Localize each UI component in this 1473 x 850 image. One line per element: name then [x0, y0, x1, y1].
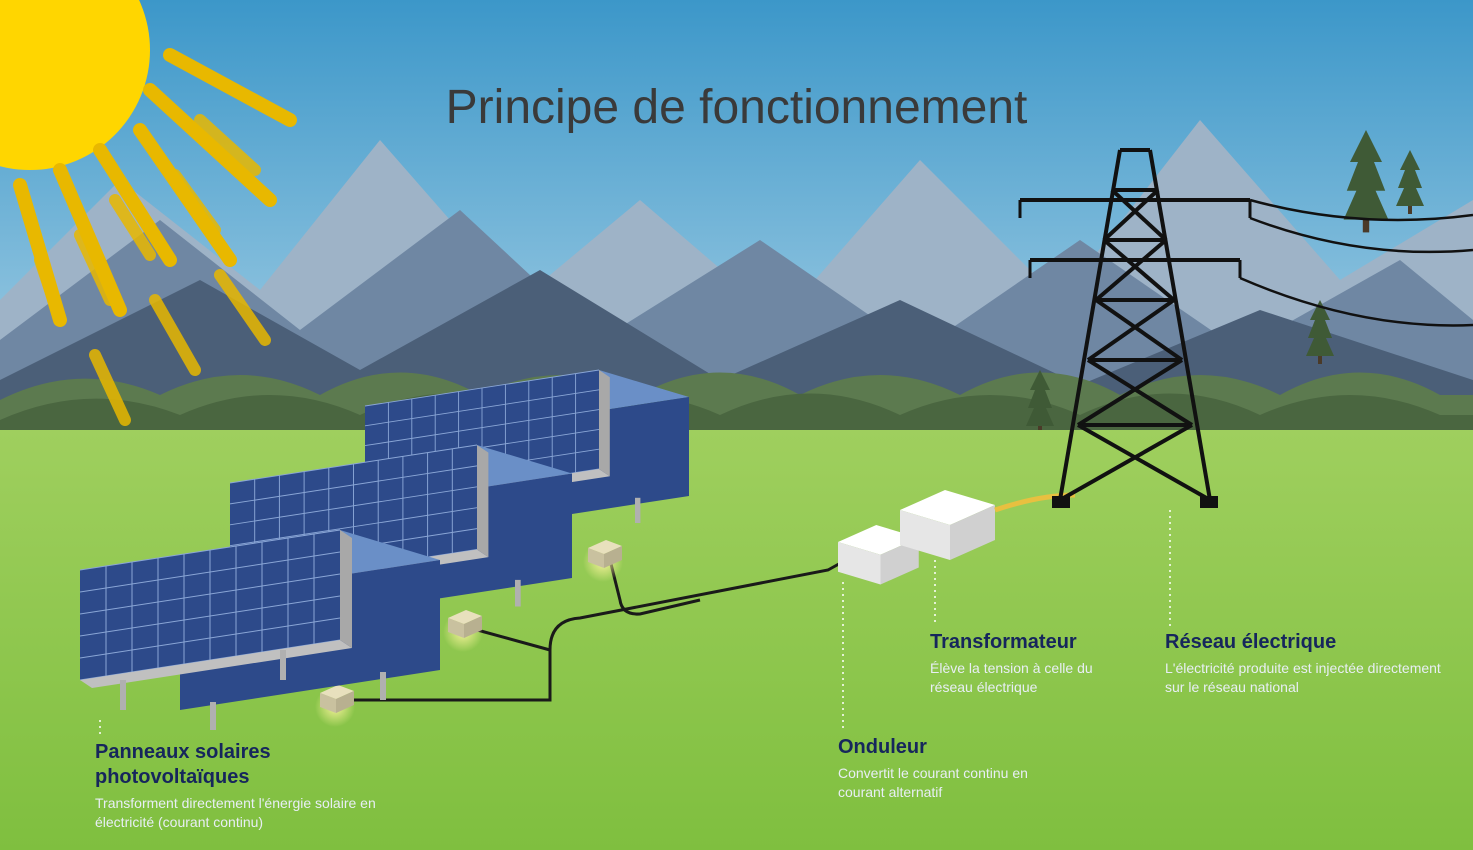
label-transformer-title: Transformateur — [930, 630, 1130, 655]
label-inverter-title: Onduleur — [838, 735, 1058, 760]
label-transformer: Transformateur Élève la tension à celle … — [930, 630, 1130, 697]
label-grid: Réseau électrique L'électricité produite… — [1165, 630, 1445, 697]
diagram-title: Principe de fonctionnement — [446, 80, 1028, 135]
label-inverter-desc: Convertit le courant continu en courant … — [838, 764, 1058, 802]
label-grid-title: Réseau électrique — [1165, 630, 1445, 655]
label-inverter: Onduleur Convertit le courant continu en… — [838, 735, 1058, 802]
infographic-stage: Principe de fonctionnement Panneaux sola… — [0, 0, 1473, 850]
label-grid-desc: L'électricité produite est injectée dire… — [1165, 659, 1445, 697]
label-panels-desc: Transforment directement l'énergie solai… — [95, 794, 425, 832]
label-transformer-desc: Élève la tension à celle du réseau élect… — [930, 659, 1130, 697]
label-panels: Panneaux solaires photovoltaïques Transf… — [95, 740, 425, 832]
label-panels-title: Panneaux solaires photovoltaïques — [95, 740, 425, 790]
